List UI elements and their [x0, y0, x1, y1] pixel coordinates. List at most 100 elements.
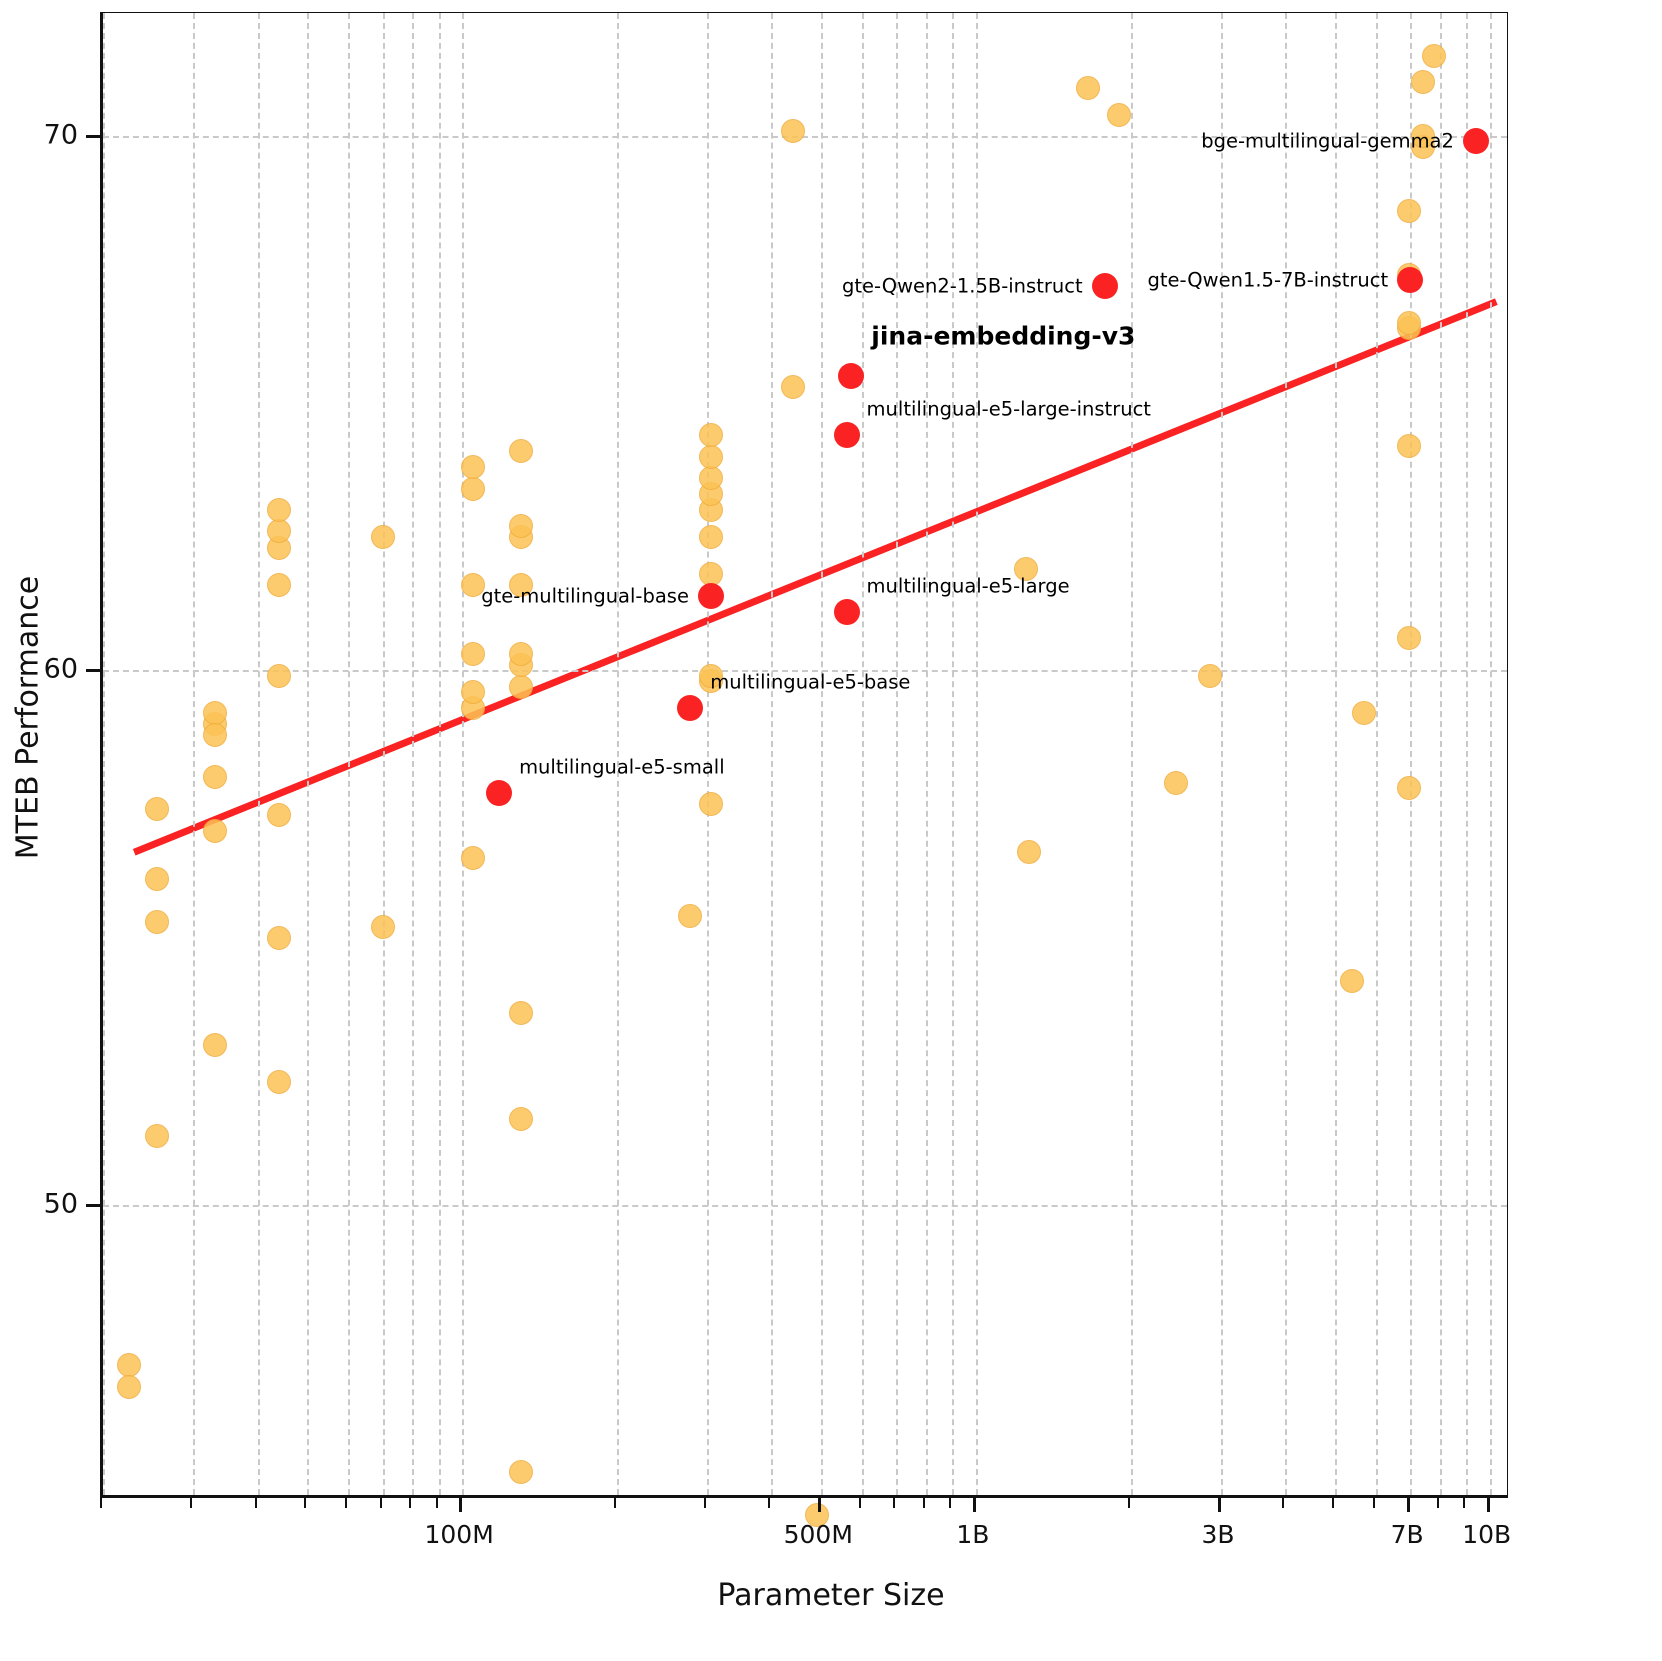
data-point: [145, 909, 170, 934]
point-annotation: gte-Qwen1.5-7B-instruct: [1147, 268, 1389, 292]
data-point-highlighted: [486, 780, 513, 807]
x-axis-tick: [1282, 1498, 1285, 1508]
x-axis-tick-major: [1407, 1498, 1411, 1512]
data-point: [1107, 102, 1132, 127]
data-point-highlighted: [833, 598, 860, 625]
data-point: [1396, 776, 1421, 801]
x-axis-tick: [1463, 1498, 1466, 1508]
data-point: [461, 455, 486, 480]
vertical-gridline: [1489, 13, 1492, 1495]
x-axis-tick: [379, 1498, 382, 1508]
data-point: [1410, 123, 1435, 148]
data-point: [804, 1503, 829, 1528]
vertical-gridline: [1285, 13, 1288, 1495]
data-point-highlighted: [697, 582, 724, 609]
x-axis-tick: [768, 1498, 771, 1508]
x-axis-tick: [190, 1498, 193, 1508]
data-point: [1340, 968, 1365, 993]
x-axis-tick: [949, 1498, 952, 1508]
data-point: [698, 466, 723, 491]
x-axis-tick: [858, 1498, 861, 1508]
data-point: [780, 375, 805, 400]
plot-area: multilingual-e5-small multilingual-e5-bas…: [100, 12, 1508, 1528]
vertical-gridline: [1410, 13, 1413, 1495]
point-annotation: bge-multilingual-gemma2: [1201, 129, 1454, 153]
x-axis-tick-label: 500M: [783, 1520, 853, 1549]
vertical-gridline: [1335, 13, 1338, 1495]
data-point: [266, 498, 291, 523]
data-point: [1075, 75, 1100, 100]
y-axis-title: MTEB Performance: [10, 575, 46, 860]
vertical-gridline: [307, 13, 310, 1495]
x-axis-tick-label: 3B: [1201, 1520, 1235, 1549]
vertical-gridline: [412, 13, 415, 1495]
data-point: [508, 514, 533, 539]
data-point: [698, 663, 723, 688]
x-axis-tick-major: [818, 1498, 822, 1512]
data-point: [698, 444, 723, 469]
data-point: [1422, 43, 1447, 68]
y-axis-tick: [86, 669, 100, 673]
x-axis-tick: [1436, 1498, 1439, 1508]
data-point: [266, 1070, 291, 1095]
data-point: [698, 792, 723, 817]
y-axis-tick-label: 60: [43, 653, 78, 685]
x-axis-tick: [1127, 1498, 1130, 1508]
x-axis-tick: [893, 1498, 896, 1508]
x-axis-title: Parameter Size: [717, 1578, 945, 1613]
vertical-gridline: [382, 13, 385, 1495]
data-point: [1396, 626, 1421, 651]
vertical-gridline: [193, 13, 196, 1495]
data-point: [145, 1123, 170, 1148]
vertical-gridline: [1221, 13, 1224, 1495]
data-point: [266, 572, 291, 597]
vertical-gridline: [821, 13, 824, 1495]
x-axis-tick-major: [459, 1498, 463, 1512]
data-point: [508, 1460, 533, 1485]
data-point: [1396, 311, 1421, 336]
vertical-gridline: [861, 13, 864, 1495]
data-point: [1163, 770, 1188, 795]
data-point: [461, 642, 486, 667]
data-point-highlighted: [1397, 267, 1424, 294]
data-point: [1410, 70, 1435, 95]
point-annotation: multilingual-e5-base: [710, 670, 911, 694]
x-axis-tick: [923, 1498, 926, 1508]
data-point: [461, 476, 486, 501]
data-point: [266, 802, 291, 827]
point-annotation: gte-Qwen2-1.5B-instruct: [841, 274, 1083, 298]
data-point: [1017, 840, 1042, 865]
x-axis-tick: [304, 1498, 307, 1508]
data-point: [780, 118, 805, 143]
y-axis-tick-label: 50: [43, 1188, 78, 1220]
x-axis-tick: [254, 1498, 257, 1508]
data-point: [1352, 701, 1377, 726]
horizontal-gridline: [103, 1205, 1507, 1207]
data-point: [508, 642, 533, 667]
point-annotation: multilingual-e5-small: [519, 755, 725, 779]
data-point: [1396, 198, 1421, 223]
vertical-gridline: [462, 13, 465, 1495]
data-point: [145, 866, 170, 891]
x-axis-tick-major: [972, 1498, 976, 1512]
vertical-gridline: [348, 13, 351, 1495]
point-annotation: gte-multilingual-base: [481, 584, 689, 608]
x-axis-tick: [409, 1498, 412, 1508]
data-point: [202, 1032, 227, 1057]
vertical-gridline: [616, 13, 619, 1495]
data-point: [266, 519, 291, 544]
data-point: [202, 722, 227, 747]
data-point: [698, 524, 723, 549]
data-point: [370, 915, 395, 940]
trendline: [132, 298, 1498, 856]
x-axis-tick-label: 100M: [424, 1520, 494, 1549]
data-point: [266, 663, 291, 688]
x-axis-tick-label: 7B: [1390, 1520, 1424, 1549]
vertical-gridline: [926, 13, 929, 1495]
y-axis-tick: [86, 1204, 100, 1207]
data-point: [1396, 433, 1421, 458]
data-point-highlighted: [838, 363, 865, 390]
data-point: [508, 572, 533, 597]
x-axis-tick-label: 10B: [1462, 1520, 1512, 1549]
